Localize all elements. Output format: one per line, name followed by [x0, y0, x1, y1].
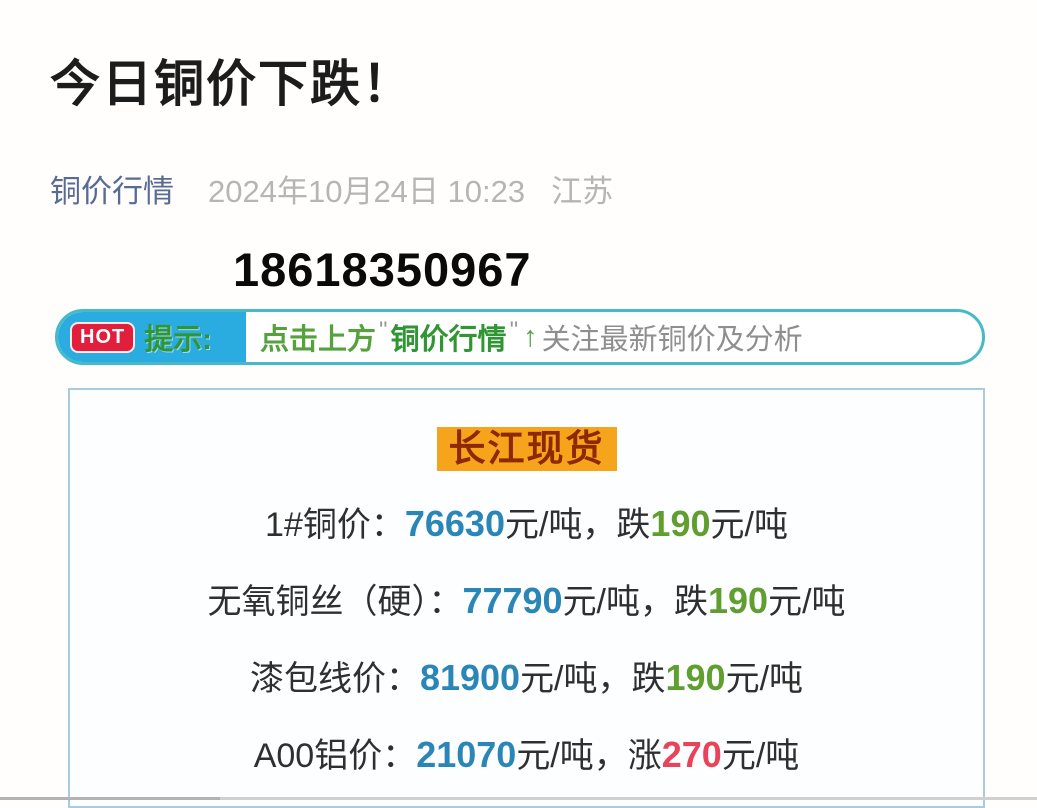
- price-label: 1#铜价：: [265, 506, 405, 544]
- tip-suffix: 关注最新铜价及分析: [541, 324, 803, 356]
- price-row-aluminum-a00: A00铝价：21070元/吨，涨270元/吨: [70, 732, 983, 779]
- price-unit: 元/吨，: [516, 737, 628, 775]
- phone-number: 18618350967: [233, 243, 532, 296]
- price-label: A00铝价：: [253, 737, 417, 775]
- screenshot-bottom-edge-dark: [0, 797, 220, 800]
- price-unit: 元/吨，: [504, 506, 617, 544]
- price-value: 77790: [462, 580, 563, 621]
- change-value: 190: [708, 580, 769, 621]
- tip-banner-text: 点击上方 " 铜价行情 " ↑ 关注最新铜价及分析: [246, 312, 982, 362]
- article-meta: 铜价行情 2024年10月24日 10:23 江苏: [50, 166, 613, 211]
- quote-close: ": [509, 317, 519, 344]
- change-unit: 元/吨: [710, 506, 788, 544]
- page-title: 今日铜价下跌！: [50, 56, 414, 112]
- price-value: 21070: [416, 734, 517, 775]
- change-direction: 跌: [616, 506, 651, 544]
- price-unit: 元/吨，: [562, 583, 675, 621]
- price-label: 漆包线价：: [249, 660, 420, 698]
- change-unit: 元/吨: [725, 660, 804, 698]
- tip-click-prefix: 点击上方: [260, 324, 377, 356]
- tip-banner-left-section: HOT 提示:: [58, 312, 246, 362]
- change-value: 270: [661, 734, 722, 775]
- tip-account-name[interactable]: 铜价行情: [390, 324, 507, 356]
- change-unit: 元/吨: [768, 583, 846, 621]
- change-direction: 跌: [674, 583, 709, 621]
- publish-region: 江苏: [551, 174, 614, 209]
- tip-label: 提示:: [144, 324, 212, 356]
- price-row-oxygen-free-wire: 无氧铜丝（硬）：77790元/吨，跌190元/吨: [70, 578, 983, 625]
- author-link[interactable]: 铜价行情: [50, 174, 174, 209]
- up-arrow-icon: ↑: [523, 320, 538, 353]
- change-value: 190: [650, 503, 711, 544]
- screenshot-bottom-edge: [0, 797, 1037, 800]
- price-quote-box: 长江现货 1#铜价：76630元/吨，跌190元/吨 无氧铜丝（硬）：77790…: [68, 388, 985, 808]
- change-direction: 跌: [631, 660, 666, 698]
- quote-open: ": [379, 317, 388, 344]
- price-value: 81900: [419, 657, 521, 698]
- hot-badge: HOT: [70, 321, 136, 353]
- market-header-badge: 长江现货: [436, 427, 617, 471]
- price-row-copper-1: 1#铜价：76630元/吨，跌190元/吨: [70, 501, 983, 548]
- price-row-enameled-wire: 漆包线价：81900元/吨，跌190元/吨: [70, 655, 983, 702]
- price-label: 无氧铜丝（硬）：: [207, 583, 463, 621]
- change-direction: 涨: [627, 737, 662, 775]
- publish-date: 2024年10月24日 10:23: [208, 174, 526, 209]
- change-unit: 元/吨: [721, 737, 800, 775]
- price-value: 76630: [404, 503, 505, 544]
- change-value: 190: [665, 657, 726, 698]
- price-unit: 元/吨，: [520, 660, 632, 698]
- follow-tip-banner[interactable]: HOT 提示: 点击上方 " 铜价行情 " ↑ 关注最新铜价及分析: [55, 309, 985, 365]
